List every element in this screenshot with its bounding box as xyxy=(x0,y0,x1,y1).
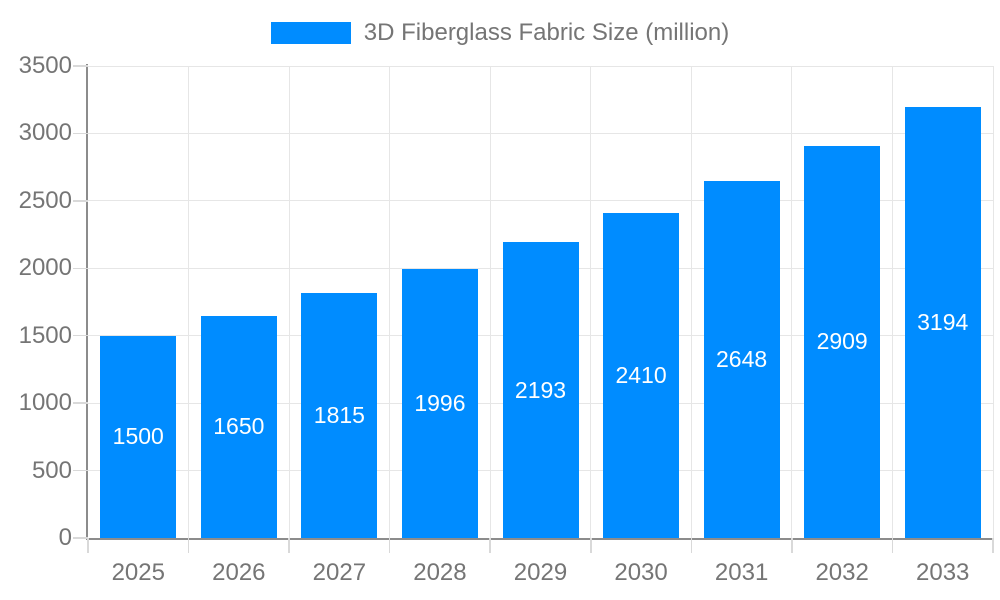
x-axis-label: 2028 xyxy=(413,559,467,586)
y-axis-label: 0 xyxy=(58,524,72,551)
x-axis-line xyxy=(86,538,993,540)
x-gridline xyxy=(489,66,491,538)
y-gridline xyxy=(88,65,993,67)
y-axis-label: 2000 xyxy=(18,254,72,282)
y-axis-label: 3500 xyxy=(18,52,72,79)
bar: 3194 xyxy=(904,107,981,538)
x-axis-tick xyxy=(87,538,89,553)
x-axis-tick xyxy=(791,538,793,553)
bar-value-label: 1650 xyxy=(213,413,265,440)
x-gridline xyxy=(791,66,793,538)
bar: 1815 xyxy=(301,293,378,538)
x-axis-label: 2030 xyxy=(614,559,668,586)
legend-swatch xyxy=(270,22,351,44)
legend[interactable]: 3D Fiberglass Fabric Size (million) xyxy=(0,20,1000,46)
bar: 2648 xyxy=(703,180,780,538)
x-gridline xyxy=(590,66,592,538)
y-axis-line xyxy=(86,64,88,540)
bar: 1650 xyxy=(200,315,277,538)
x-axis-tick xyxy=(690,538,693,553)
bar-value-label: 2193 xyxy=(514,376,567,403)
y-axis-tick xyxy=(73,537,88,539)
plot-area: 1500 1650 1815 1996 2193 2410 2648 2909 3194 xyxy=(88,65,994,538)
bar-value-label: 2410 xyxy=(615,362,667,388)
x-axis-label: 2027 xyxy=(312,559,367,586)
bar: 2193 xyxy=(502,242,579,538)
bar: 2909 xyxy=(804,145,881,538)
y-axis-tick xyxy=(73,65,88,67)
y-axis-label: 500 xyxy=(31,456,72,484)
y-axis-tick xyxy=(73,334,88,337)
x-axis-tick xyxy=(992,538,994,553)
y-axis-tick xyxy=(73,267,88,270)
y-axis-tick xyxy=(73,469,88,472)
y-axis-tick xyxy=(73,402,88,404)
y-axis-tick xyxy=(73,200,88,202)
y-axis-label: 1500 xyxy=(18,321,72,349)
bar: 2410 xyxy=(603,213,680,538)
x-axis-label: 2025 xyxy=(111,559,165,586)
x-axis-tick xyxy=(891,538,894,553)
y-axis-tick xyxy=(73,132,88,135)
y-gridline xyxy=(88,132,993,134)
x-gridline xyxy=(891,66,893,538)
x-axis-label: 2026 xyxy=(212,559,266,586)
bar-value-label: 1996 xyxy=(414,389,466,416)
bar: 1996 xyxy=(401,268,478,538)
x-gridline xyxy=(288,66,290,538)
x-axis-tick xyxy=(288,538,290,553)
bar-value-label: 3194 xyxy=(917,309,969,336)
y-axis-label: 2500 xyxy=(18,186,72,214)
x-axis-tick xyxy=(187,538,190,553)
x-gridline xyxy=(992,66,994,538)
x-axis-tick xyxy=(590,538,592,553)
x-axis-label: 2029 xyxy=(513,559,568,586)
bar-value-label: 1815 xyxy=(313,402,365,429)
x-gridline xyxy=(389,66,391,538)
x-gridline xyxy=(690,66,692,538)
x-axis-tick xyxy=(388,538,391,553)
y-axis-label: 1000 xyxy=(18,389,72,417)
bar-value-label: 2648 xyxy=(716,345,768,372)
x-axis-tick xyxy=(489,538,491,553)
y-axis-label: 3000 xyxy=(18,119,72,147)
x-axis-label: 2031 xyxy=(714,559,769,586)
x-axis-label: 2033 xyxy=(916,559,970,586)
bar: 1500 xyxy=(100,335,177,538)
bar-value-label: 1500 xyxy=(112,423,164,450)
x-gridline xyxy=(188,66,190,538)
bar-value-label: 2909 xyxy=(816,328,868,355)
x-axis-label: 2032 xyxy=(815,559,869,586)
y-gridline xyxy=(88,200,993,202)
legend-label: 3D Fiberglass Fabric Size (million) xyxy=(363,19,730,46)
